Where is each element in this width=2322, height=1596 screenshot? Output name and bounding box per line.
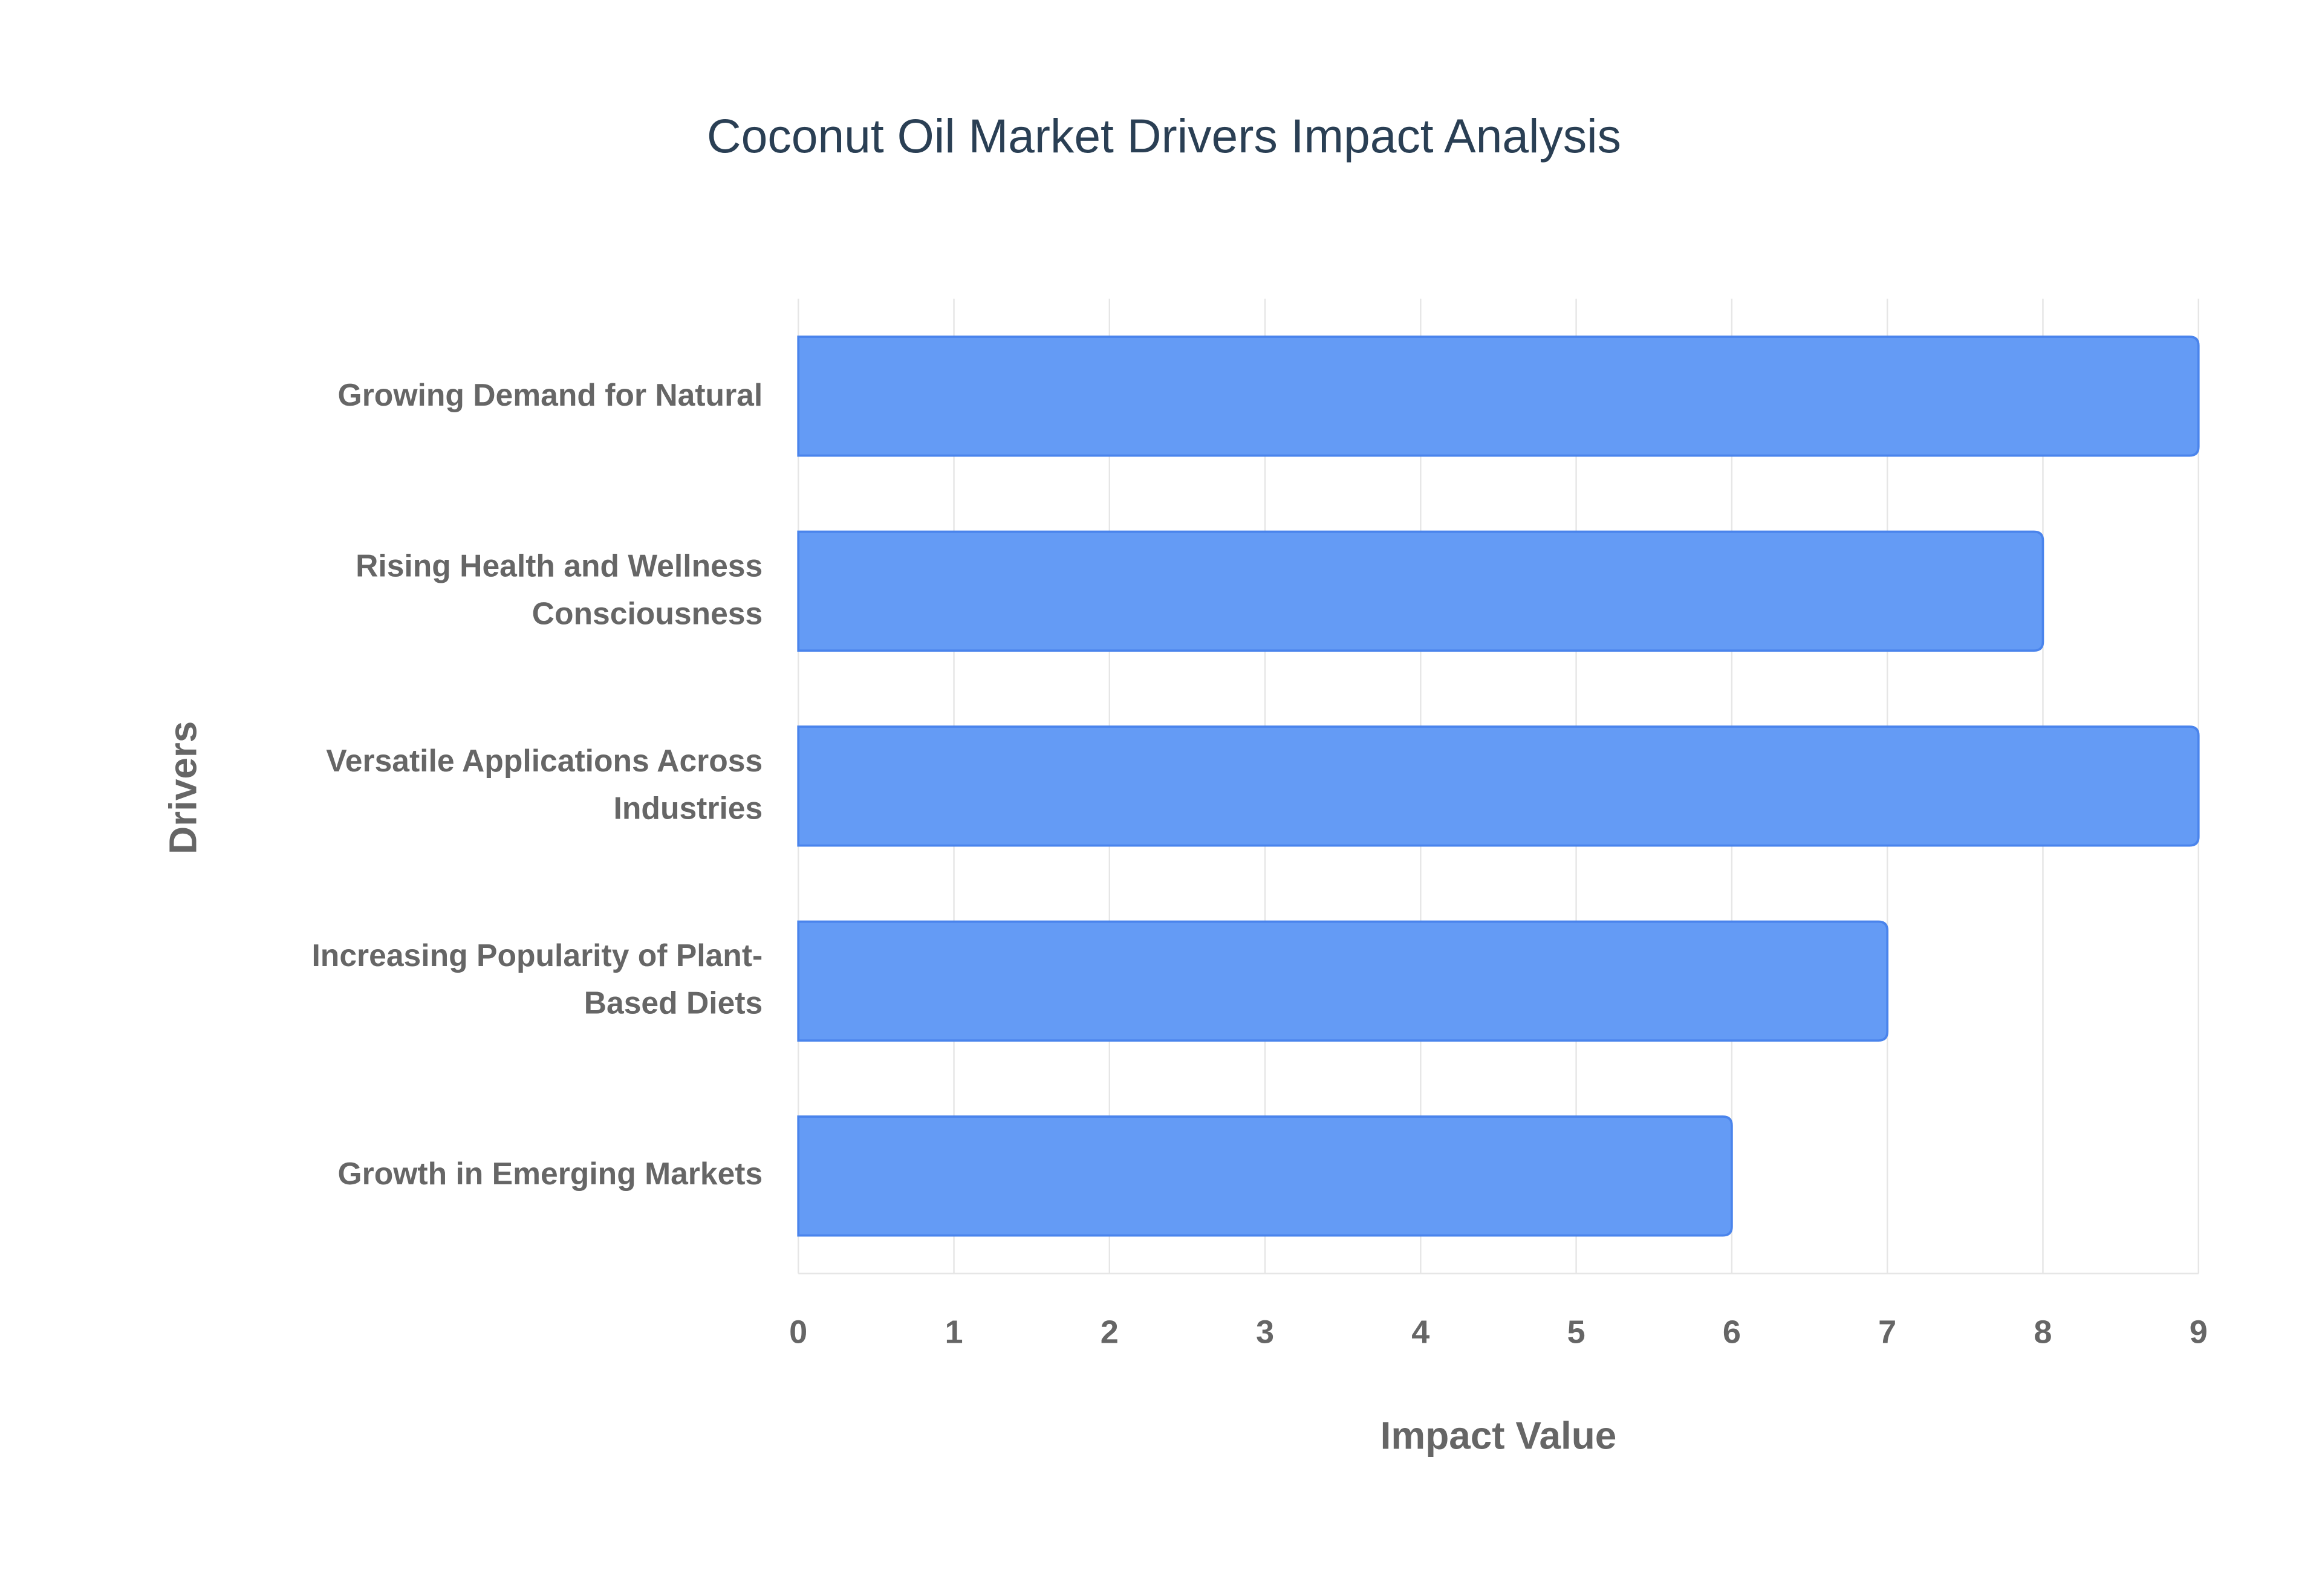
- x-tick-label: 8: [2034, 1314, 2052, 1351]
- x-tick-label: 6: [1723, 1314, 1741, 1351]
- bar: [797, 530, 2044, 652]
- bar: [797, 1115, 1733, 1237]
- x-tick-label: 7: [1878, 1314, 1896, 1351]
- x-tick-label: 9: [2190, 1314, 2208, 1351]
- y-tick-label: Rising Health and Wellness Consciousness: [356, 549, 763, 632]
- y-tick-label-box: Rising Health and Wellness Consciousness: [356, 549, 763, 632]
- x-tick-label: 5: [1567, 1314, 1585, 1351]
- y-tick-label-box: Versatile Applications Across Industries: [326, 744, 763, 826]
- x-tick-label: 0: [789, 1314, 807, 1351]
- y-tick-label: Versatile Applications Across Industries: [326, 744, 763, 826]
- y-axis-title: Drivers: [161, 721, 204, 854]
- y-tick-label: Growing Demand for Natural: [337, 378, 763, 413]
- y-tick-label-box: Growing Demand for Natural: [337, 378, 763, 413]
- x-tick-label: 1: [945, 1314, 963, 1351]
- y-tick-label-box: Growth in Emerging Markets: [337, 1158, 763, 1193]
- y-tick-label: Increasing Popularity of Plant-Based Die…: [311, 939, 763, 1022]
- chart-title: Coconut Oil Market Drivers Impact Analys…: [707, 109, 1621, 163]
- x-tick-label: 3: [1256, 1314, 1274, 1351]
- y-tick-label: Growth in Emerging Markets: [337, 1158, 763, 1193]
- bar: [797, 336, 2200, 457]
- bar: [797, 920, 1889, 1042]
- bar: [797, 725, 2200, 847]
- x-tick-label: 4: [1411, 1314, 1429, 1351]
- x-axis-title: Impact Value: [1381, 1413, 1617, 1457]
- y-tick-label-box: Increasing Popularity of Plant-Based Die…: [311, 939, 763, 1022]
- x-tick-label: 2: [1101, 1314, 1119, 1351]
